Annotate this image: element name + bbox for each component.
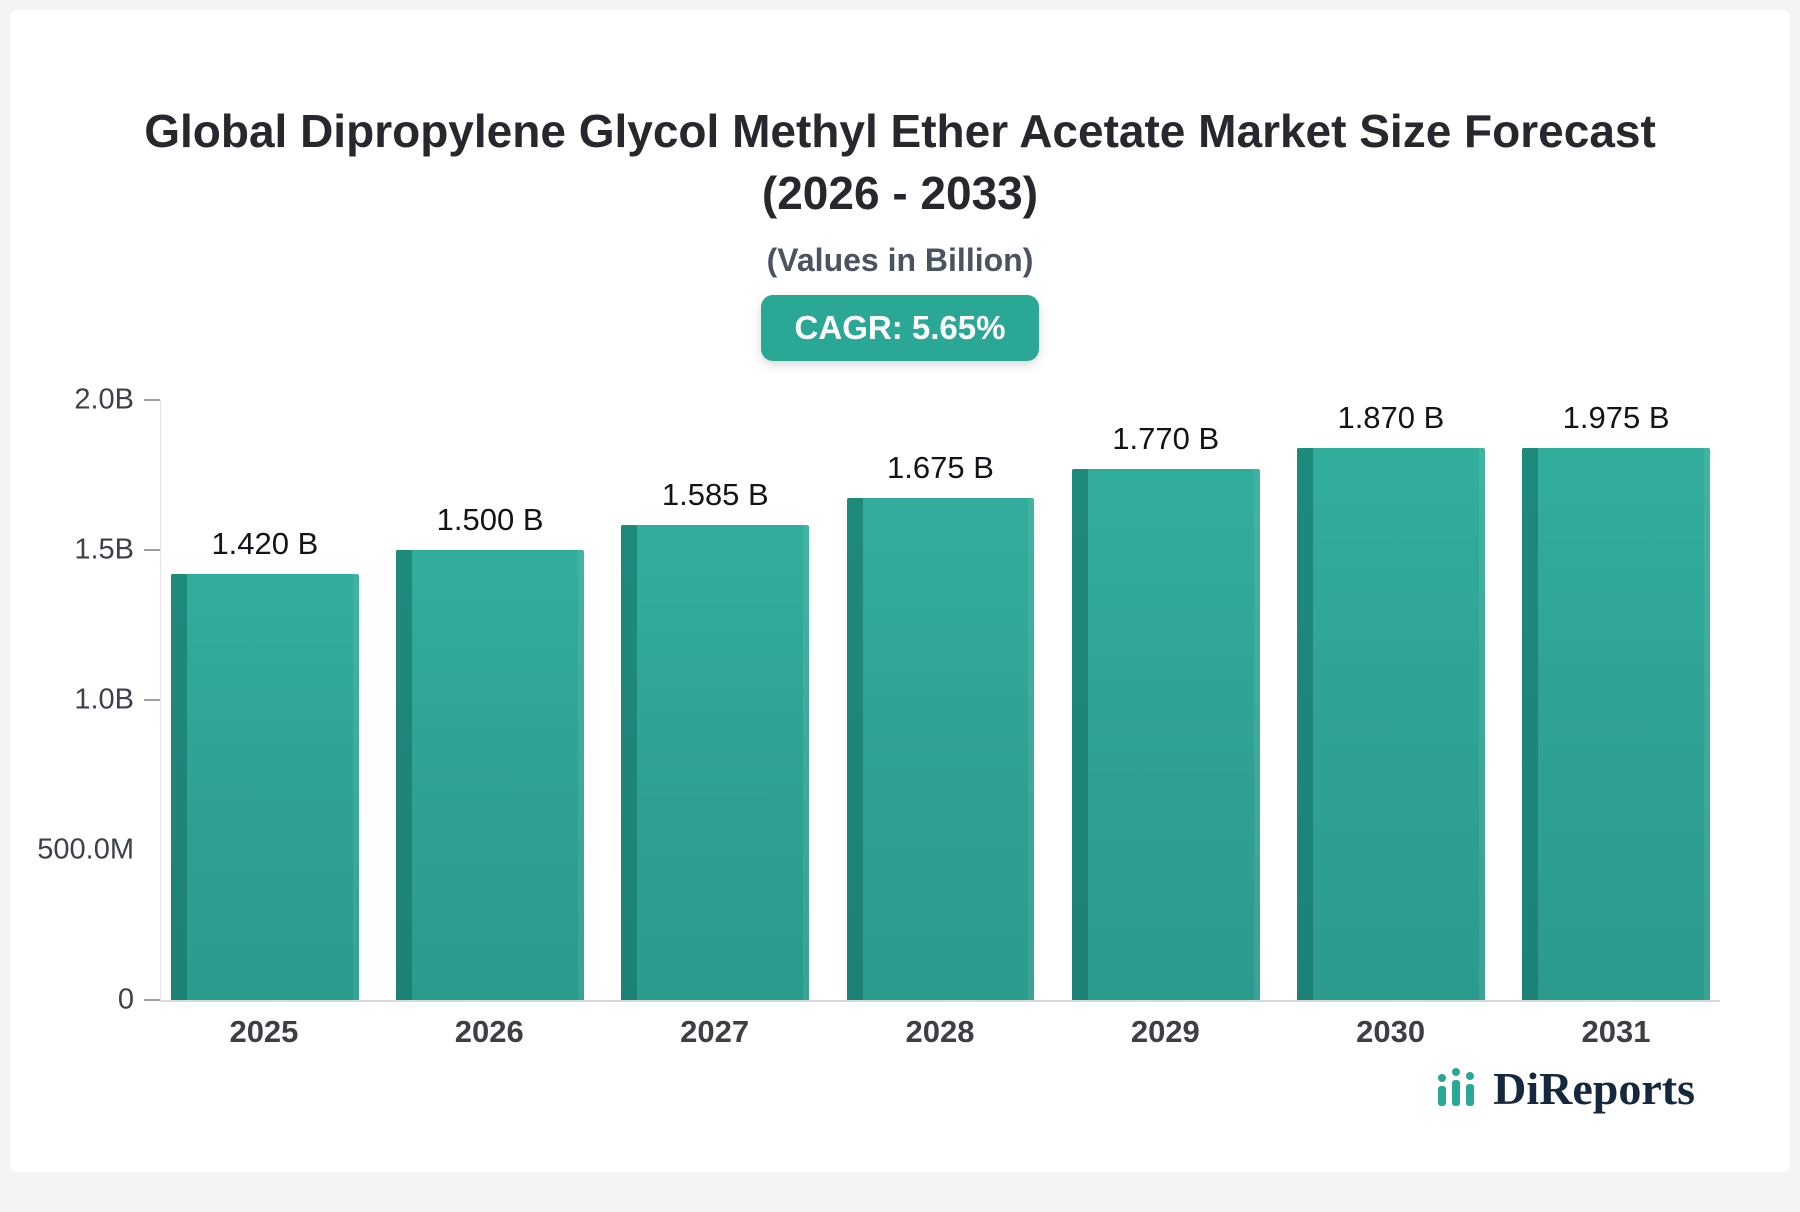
bar-value-label: 1.585 B <box>661 476 769 512</box>
bar-column: 1.870 B <box>1297 400 1485 1000</box>
chart-header: Global Dipropylene Glycol Methyl Ether A… <box>10 10 1790 362</box>
x-axis-label: 2028 <box>905 1014 975 1049</box>
y-tick-label: 0 <box>117 983 134 1016</box>
y-tick-label: 2.0B <box>74 383 134 416</box>
chart-region: 2.0B 1.5B 1.0B 500.0M 0 1.420 B 1.500 B 1.585 … <box>37 384 1720 1080</box>
y-tick-label: 1.0B <box>74 683 134 716</box>
bar-value-label: 1.975 B <box>1562 400 1670 435</box>
x-axis-label: 2025 <box>229 1014 299 1049</box>
bar <box>1071 469 1260 1000</box>
x-axis-label: 2027 <box>680 1014 750 1049</box>
bar-value-label: 1.870 B <box>1337 400 1445 435</box>
bar <box>1522 448 1710 1000</box>
y-tick-mark <box>144 699 160 701</box>
y-tick-mark <box>144 999 160 1001</box>
bar <box>171 574 359 1000</box>
bar-value-label: 1.420 B <box>211 526 319 561</box>
bar-value-label: 1.770 B <box>1112 421 1220 456</box>
bars: 1.420 B 1.500 B 1.585 B 1.675 B 1.770 B 1.870… <box>161 400 1720 1000</box>
bar-column: 1.975 B <box>1522 400 1710 1000</box>
direports-logo: DiReports <box>1431 1060 1695 1117</box>
cagr-badge-wrap: CAGR: 5.65% <box>10 295 1790 362</box>
bar-value-label: 1.675 B <box>887 449 994 485</box>
x-axis-label: 2030 <box>1356 1014 1426 1049</box>
bar <box>621 524 810 1000</box>
bar-column: 1.770 B <box>1071 400 1260 1000</box>
bar <box>396 550 584 1000</box>
y-tick-label: 1.5B <box>74 533 134 566</box>
x-axis-labels: 2025 2026 2027 2028 2029 2030 2031 <box>160 1014 1720 1050</box>
x-axis-label: 2031 <box>1581 1014 1651 1049</box>
bar-value-label: 1.500 B <box>436 502 544 537</box>
cagr-badge: CAGR: 5.65% <box>760 295 1040 362</box>
x-axis-label: 2029 <box>1130 1014 1200 1049</box>
bar-column: 1.675 B <box>846 400 1035 1000</box>
bar <box>1297 448 1485 1000</box>
chart-title: Global Dipropylene Glycol Methyl Ether A… <box>144 105 1656 220</box>
bar <box>846 497 1035 1000</box>
logo-text: DiReports <box>1493 1063 1695 1114</box>
bar-column: 1.420 B <box>171 400 359 1000</box>
chart-subtitle: (Values in Billion) <box>766 242 1034 279</box>
x-axis-label: 2026 <box>454 1014 524 1049</box>
bar-column: 1.585 B <box>621 400 810 1000</box>
y-tick-mark <box>144 549 160 551</box>
chart-card: Global Dipropylene Glycol Methyl Ether A… <box>10 10 1790 1172</box>
plot-area: 1.420 B 1.500 B 1.585 B 1.675 B 1.770 B 1.870… <box>160 400 1720 1002</box>
y-tick-label: 500.0M <box>37 833 134 866</box>
bar-chart-icon <box>1431 1060 1483 1117</box>
y-axis: 2.0B 1.5B 1.0B 500.0M 0 <box>37 384 160 1016</box>
bar-column: 1.500 B <box>396 400 584 1000</box>
y-tick-mark <box>144 399 160 401</box>
